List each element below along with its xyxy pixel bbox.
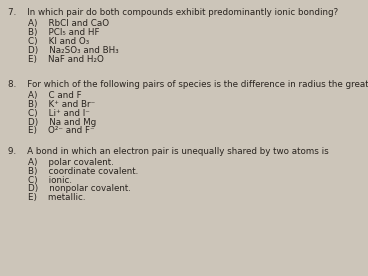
- Text: E)    metallic.: E) metallic.: [28, 193, 85, 202]
- Text: E)    O²⁻ and F⁻: E) O²⁻ and F⁻: [28, 126, 94, 136]
- Text: B)    PCl₅ and HF: B) PCl₅ and HF: [28, 28, 99, 37]
- Text: A)    polar covalent.: A) polar covalent.: [28, 158, 113, 167]
- Text: C)    KI and O₃: C) KI and O₃: [28, 37, 89, 46]
- Text: C)    Li⁺ and I⁻: C) Li⁺ and I⁻: [28, 109, 89, 118]
- Text: B)    coordinate covalent.: B) coordinate covalent.: [28, 167, 138, 176]
- Text: 8.    For which of the following pairs of species is the difference in radius th: 8. For which of the following pairs of s…: [8, 80, 368, 89]
- Text: E)    NaF and H₂O: E) NaF and H₂O: [28, 55, 103, 64]
- Text: D)    Na₂SO₃ and BH₃: D) Na₂SO₃ and BH₃: [28, 46, 118, 55]
- Text: A)    C and F: A) C and F: [28, 91, 81, 100]
- Text: D)    nonpolar covalent.: D) nonpolar covalent.: [28, 184, 131, 193]
- Text: A)    RbCl and CaO: A) RbCl and CaO: [28, 19, 109, 28]
- Text: 9.    A bond in which an electron pair is unequally shared by two atoms is: 9. A bond in which an electron pair is u…: [8, 147, 329, 156]
- Text: C)    ionic.: C) ionic.: [28, 176, 72, 185]
- Text: 7.    In which pair do both compounds exhibit predominantly ionic bonding?: 7. In which pair do both compounds exhib…: [8, 8, 338, 17]
- Text: D)    Na and Mg: D) Na and Mg: [28, 118, 96, 127]
- Text: B)    K⁺ and Br⁻: B) K⁺ and Br⁻: [28, 100, 95, 109]
